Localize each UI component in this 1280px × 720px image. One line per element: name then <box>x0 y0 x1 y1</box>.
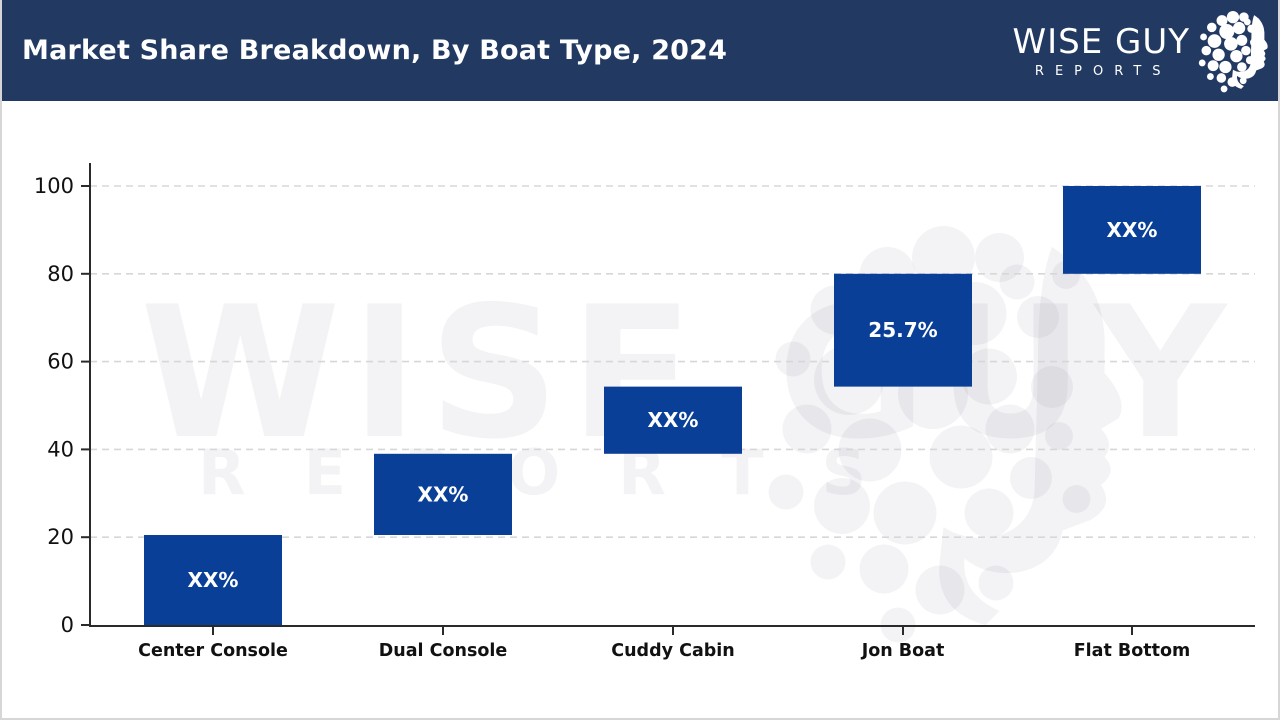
logo-reports-text: REPORTS <box>1034 64 1172 79</box>
bar-value-label: 25.7% <box>868 318 937 342</box>
y-axis-tick-label: 100 <box>34 174 74 198</box>
y-axis-tick-label: 40 <box>47 437 74 461</box>
y-axis-tick-label: 60 <box>47 350 74 374</box>
bar-value-label: XX% <box>648 408 699 432</box>
x-axis-label-center-console: Center Console <box>138 641 288 661</box>
bar-flat-bottom <box>1063 186 1201 274</box>
x-axis-label-cuddy-cabin: Cuddy Cabin <box>611 641 735 661</box>
header-bar: Market Share Breakdown, By Boat Type, 20… <box>2 0 1278 101</box>
logo-wiseguy-text: WISE GUY <box>1012 22 1190 62</box>
logo-face-icon <box>1198 10 1268 92</box>
bar-value-label: XX% <box>418 482 469 506</box>
y-axis-tick-label: 20 <box>47 525 74 549</box>
bar-value-label: XX% <box>1107 218 1158 242</box>
page-title: Market Share Breakdown, By Boat Type, 20… <box>22 35 728 66</box>
wise-guy-reports-logo: WISE GUY REPORTS <box>1012 10 1278 93</box>
bar-jon-boat <box>834 273 972 387</box>
y-axis-tick-label: 80 <box>47 262 74 286</box>
y-axis-tick-label: 0 <box>61 613 74 637</box>
bar-dual-console <box>374 453 512 536</box>
bar-value-label: XX% <box>188 568 239 592</box>
x-axis-label-jon-boat: Jon Boat <box>861 641 945 661</box>
bar-cuddy-cabin <box>604 386 742 454</box>
bar-center-console <box>144 535 282 625</box>
x-axis-label-dual-console: Dual Console <box>379 641 508 661</box>
x-axis-label-flat-bottom: Flat Bottom <box>1074 641 1191 661</box>
logo-text: WISE GUY REPORTS <box>1012 25 1190 78</box>
